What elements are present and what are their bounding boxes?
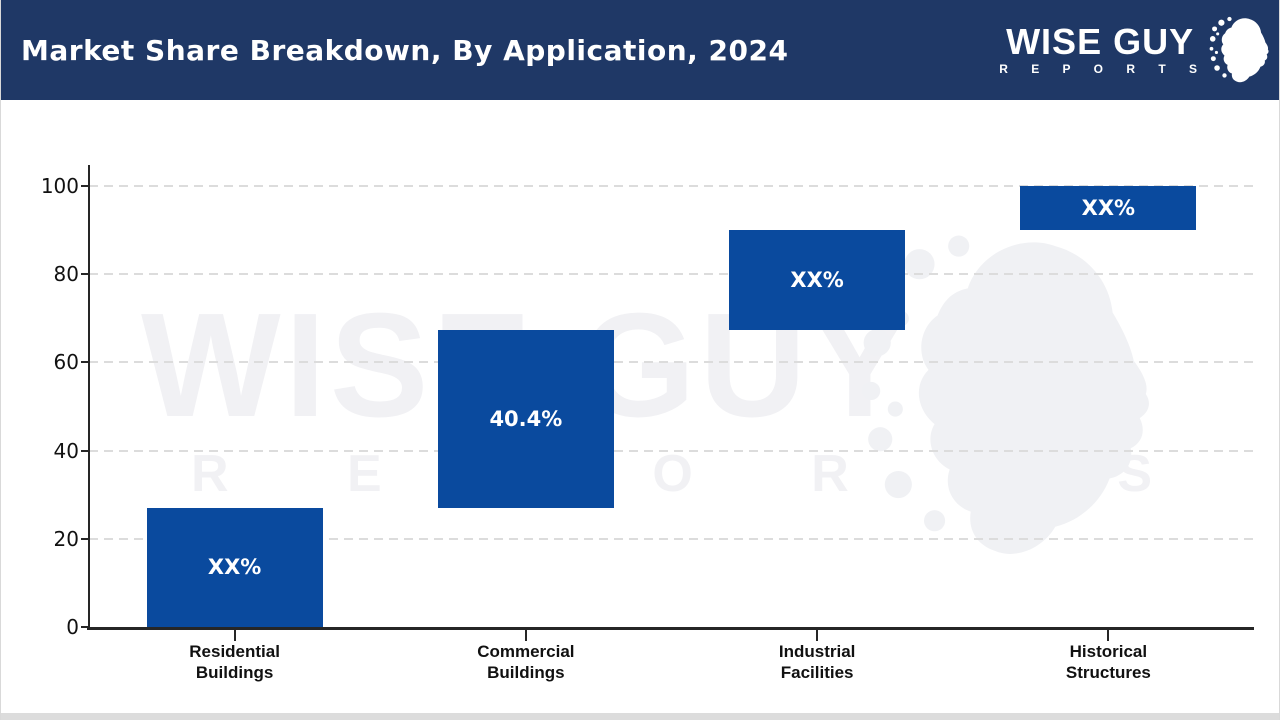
footer-strip bbox=[1, 713, 1279, 720]
brand-logo: WISE GUY R E P O R T S bbox=[993, 8, 1271, 92]
logo-subtitle: R E P O R T S bbox=[999, 62, 1207, 76]
y-tick-80 bbox=[81, 273, 89, 276]
x-tick-commercial-buildings bbox=[524, 629, 527, 641]
x-axis bbox=[87, 627, 1254, 630]
x-tick-industrial-facilities bbox=[816, 629, 819, 641]
bar-residential-buildings: XX% bbox=[146, 507, 323, 627]
logo-text: WISE GUY R E P O R T S bbox=[993, 21, 1207, 77]
gridline-60 bbox=[89, 361, 1254, 364]
page-title: Market Share Breakdown, By Application, … bbox=[21, 33, 789, 67]
category-label-residential-buildings: Residential Buildings bbox=[189, 642, 280, 682]
y-tick-label-0: 0 bbox=[66, 615, 79, 639]
y-tick-label-40: 40 bbox=[53, 438, 79, 463]
y-tick-label-80: 80 bbox=[53, 262, 79, 287]
y-tick-40 bbox=[81, 449, 89, 452]
y-tick-20 bbox=[81, 537, 89, 540]
category-label-commercial-buildings: Commercial Buildings bbox=[477, 642, 575, 682]
category-label-historical-structures: Historical Structures bbox=[1065, 642, 1151, 682]
y-tick-label-20: 20 bbox=[53, 526, 79, 551]
logo-wordmark: WISE GUY bbox=[1006, 21, 1195, 62]
bar-commercial-buildings: 40.4% bbox=[437, 329, 614, 508]
bar-value-label-historical-structures: XX% bbox=[1081, 196, 1136, 221]
bar-industrial-facilities: XX% bbox=[729, 230, 906, 330]
bar-value-label-commercial-buildings: 40.4% bbox=[489, 406, 563, 431]
y-axis bbox=[88, 165, 90, 630]
gridline-80 bbox=[89, 273, 1254, 276]
bar-historical-structures: XX% bbox=[1020, 186, 1197, 231]
y-tick-100 bbox=[81, 185, 89, 187]
y-tick-60 bbox=[81, 361, 89, 364]
gridline-100 bbox=[89, 185, 1254, 187]
bar-value-label-industrial-facilities: XX% bbox=[790, 267, 844, 292]
header: Market Share Breakdown, By Application, … bbox=[1, 0, 1279, 100]
bar-value-label-residential-buildings: XX% bbox=[207, 555, 262, 580]
logo-face-icon bbox=[1209, 16, 1269, 83]
y-tick-0 bbox=[81, 626, 89, 628]
gridline-20 bbox=[89, 537, 1254, 540]
category-label-industrial-facilities: Industrial Facilities bbox=[778, 642, 856, 682]
x-tick-historical-structures bbox=[1107, 629, 1110, 641]
y-tick-label-60: 60 bbox=[53, 350, 79, 375]
y-tick-label-100: 100 bbox=[40, 174, 79, 198]
gridline-40 bbox=[89, 449, 1254, 452]
x-tick-residential-buildings bbox=[233, 629, 236, 641]
